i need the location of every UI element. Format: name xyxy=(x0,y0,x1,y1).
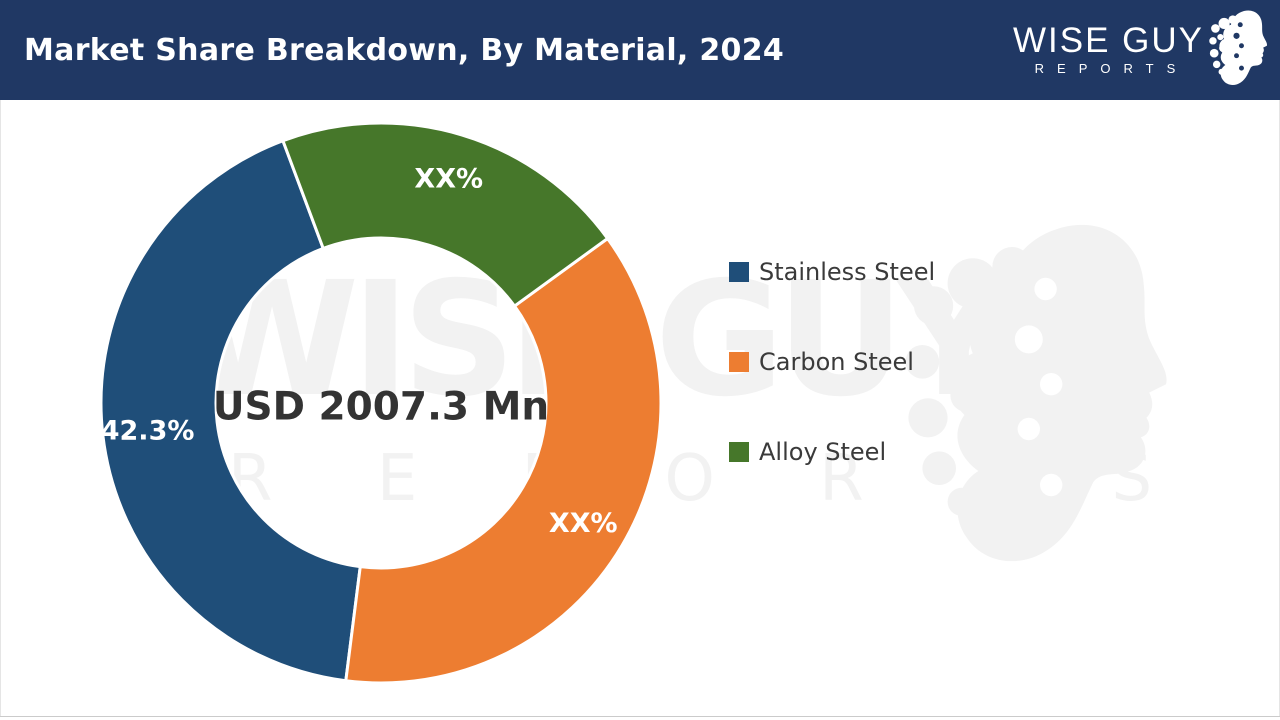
segment-label-0: 42.3% xyxy=(101,416,195,447)
legend-swatch-stainless-steel xyxy=(729,262,749,282)
segment-label-2: XX% xyxy=(414,163,483,194)
legend-item-carbon-steel: Carbon Steel xyxy=(729,348,935,376)
donut-center-value: USD 2007.3 Mn xyxy=(212,384,550,430)
brand-wordmark: WISE GUY xyxy=(1012,20,1204,60)
left-border xyxy=(0,100,1,716)
brand-logo: WISE GUY REPORTS xyxy=(1013,6,1270,93)
chart-legend: Stainless Steel Carbon Steel Alloy Steel xyxy=(729,258,936,530)
page-title: Market Share Breakdown, By Material, 202… xyxy=(24,33,785,68)
legend-label: Alloy Steel xyxy=(759,438,887,466)
brand-reports-label: REPORTS xyxy=(1034,61,1189,77)
brand-text: WISE GUY REPORTS xyxy=(1012,20,1204,77)
wiseguy-face-icon xyxy=(1209,10,1268,85)
legend-item-stainless-steel: Stainless Steel xyxy=(729,258,936,286)
header-bar: Market Share Breakdown, By Material, 202… xyxy=(0,0,1280,100)
legend-label: Stainless Steel xyxy=(759,258,936,286)
legend-label: Carbon Steel xyxy=(759,348,914,376)
donut-segment-1 xyxy=(344,236,663,685)
legend-item-alloy-steel: Alloy Steel xyxy=(729,438,935,466)
segment-label-1: XX% xyxy=(549,508,618,539)
legend-swatch-carbon-steel xyxy=(729,352,749,372)
donut-segment-0 xyxy=(99,138,362,683)
bottom-divider xyxy=(0,716,1280,717)
donut-segment-2 xyxy=(281,121,610,309)
legend-swatch-alloy-steel xyxy=(729,442,749,462)
